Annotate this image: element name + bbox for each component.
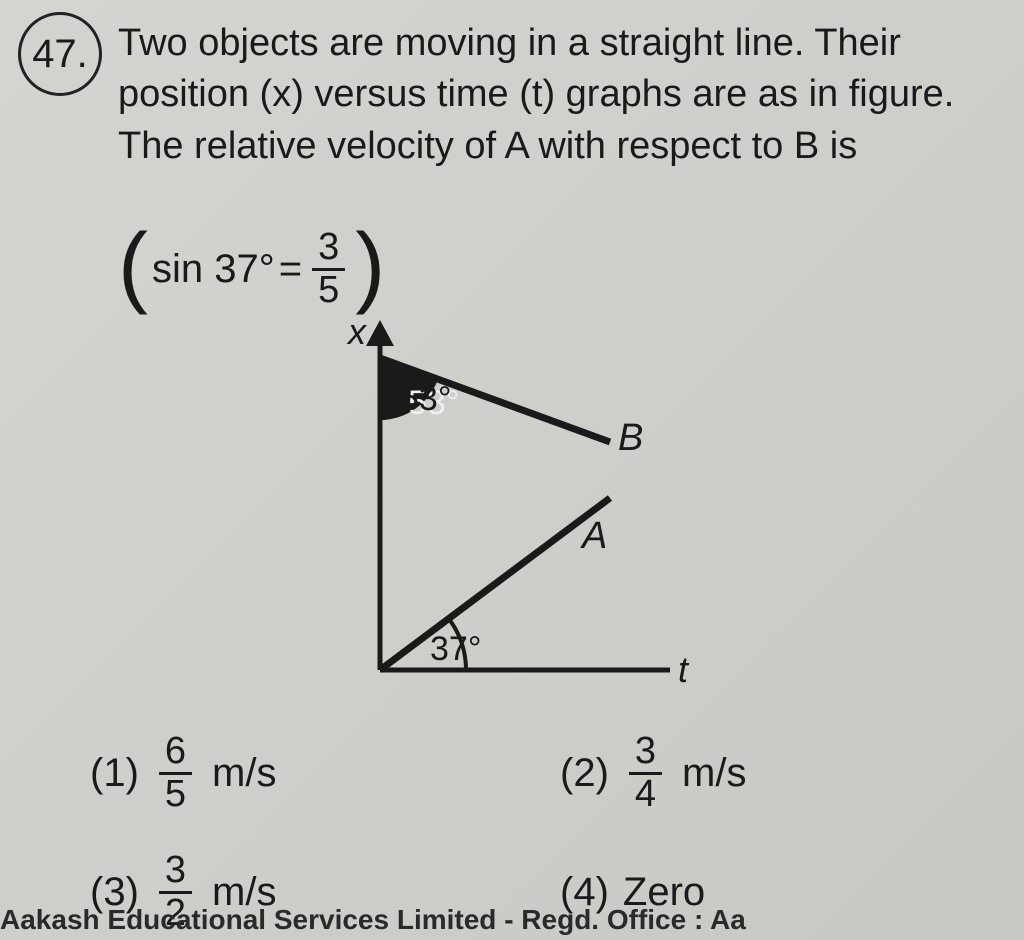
a-label: A xyxy=(580,515,607,557)
footer-text: Aakash Educational Services Limited - Re… xyxy=(0,904,1024,936)
question-line-1: Two objects are moving in a straight lin… xyxy=(118,22,901,64)
option-2: (2) 3 4 m/s xyxy=(560,732,970,815)
question-line-2: position (x) versus time (t) graphs are … xyxy=(118,73,954,115)
option-1: (1) 6 5 m/s xyxy=(90,732,500,815)
option-2-num: 3 xyxy=(629,732,662,772)
equals: = xyxy=(279,247,302,292)
option-1-unit: m/s xyxy=(212,751,276,796)
question-text: Two objects are moving in a straight lin… xyxy=(118,18,998,172)
option-1-label: (1) xyxy=(90,751,139,796)
option-2-fraction: 3 4 xyxy=(629,732,662,815)
option-3-num: 3 xyxy=(159,851,192,891)
question-line-3: The relative velocity of A with respect … xyxy=(118,125,857,167)
question-number-circle: 47. xyxy=(18,12,102,96)
hint-formula: ( sin 37° = 3 5 ) xyxy=(118,228,385,311)
option-2-unit: m/s xyxy=(682,751,746,796)
option-2-den: 4 xyxy=(629,775,662,815)
t-axis-label: t xyxy=(678,649,690,690)
diagram-svg: x t B A 53° 53° 37° xyxy=(300,310,720,710)
x-axis-label: x xyxy=(346,311,368,352)
option-1-fraction: 6 5 xyxy=(159,732,192,815)
option-2-label: (2) xyxy=(560,751,609,796)
option-1-num: 6 xyxy=(159,732,192,772)
question-number: 47. xyxy=(32,32,88,77)
xt-graph-diagram: x t B A 53° 53° 37° xyxy=(300,310,720,710)
sin-text: sin 37° xyxy=(152,247,275,292)
y-axis-arrow xyxy=(366,320,394,346)
b-label: B xyxy=(618,417,643,459)
hint-fraction: 3 5 xyxy=(312,228,345,311)
angle-53-label: 53° xyxy=(400,380,451,418)
angle-37-label: 37° xyxy=(430,630,481,668)
hint-den: 5 xyxy=(312,271,345,311)
option-1-den: 5 xyxy=(159,775,192,815)
hint-num: 3 xyxy=(312,228,345,268)
